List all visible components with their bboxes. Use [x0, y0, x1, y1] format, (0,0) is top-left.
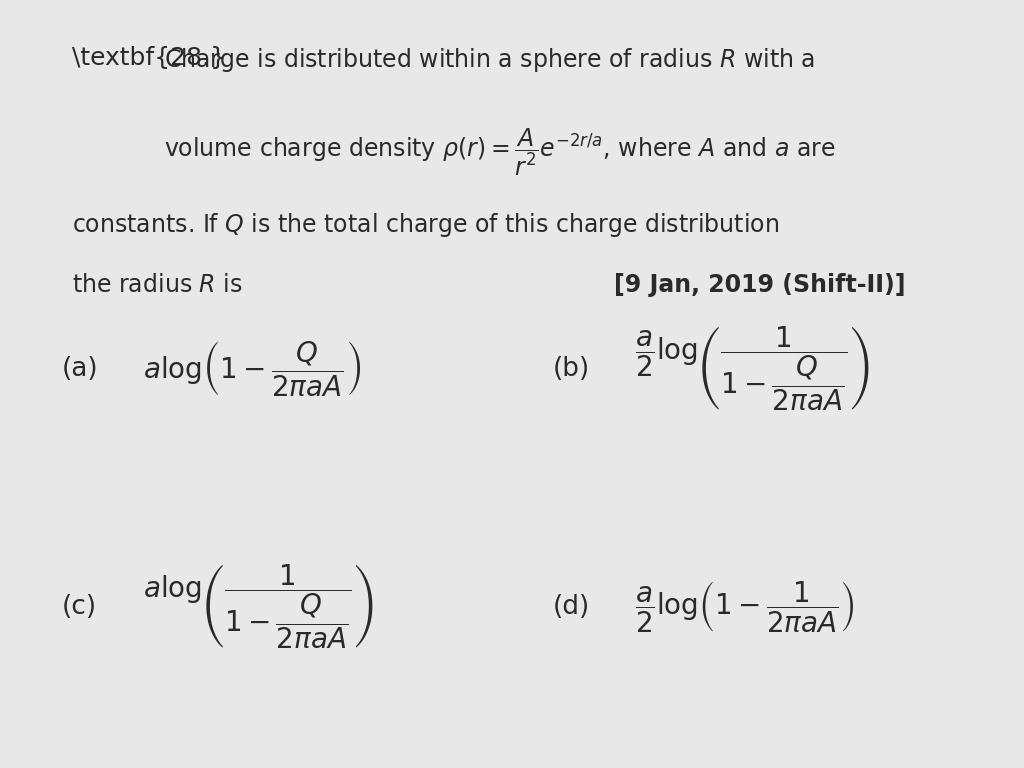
Text: $\dfrac{a}{2}\log\!\left(\dfrac{1}{1-\dfrac{Q}{2\pi aA}}\right)$: $\dfrac{a}{2}\log\!\left(\dfrac{1}{1-\df…	[635, 324, 869, 413]
Text: \textbf{28.}: \textbf{28.}	[72, 46, 226, 70]
Text: constants. If $Q$ is the total charge of this charge distribution: constants. If $Q$ is the total charge of…	[72, 211, 778, 239]
Text: [9 Jan, 2019 (Shift-II)]: [9 Jan, 2019 (Shift-II)]	[614, 273, 906, 296]
Text: (a): (a)	[61, 356, 98, 382]
Text: (b): (b)	[553, 356, 590, 382]
Text: $\dfrac{a}{2}\log\!\left(1-\dfrac{1}{2\pi aA}\right)$: $\dfrac{a}{2}\log\!\left(1-\dfrac{1}{2\p…	[635, 579, 855, 634]
Text: Charge is distributed within a sphere of radius $R$ with a: Charge is distributed within a sphere of…	[164, 46, 815, 74]
Text: volume charge density $\rho(r)=\dfrac{A}{r^2}e^{-2r/a}$, where $A$ and $a$ are: volume charge density $\rho(r)=\dfrac{A}…	[164, 127, 836, 178]
Text: $a\log\!\left(\dfrac{1}{1-\dfrac{Q}{2\pi aA}}\right)$: $a\log\!\left(\dfrac{1}{1-\dfrac{Q}{2\pi…	[143, 562, 374, 651]
Text: (d): (d)	[553, 594, 590, 620]
Text: $a\log\!\left(1-\dfrac{Q}{2\pi aA}\right)$: $a\log\!\left(1-\dfrac{Q}{2\pi aA}\right…	[143, 339, 361, 398]
Text: the radius $R$ is: the radius $R$ is	[72, 273, 243, 296]
Text: (c): (c)	[61, 594, 96, 620]
